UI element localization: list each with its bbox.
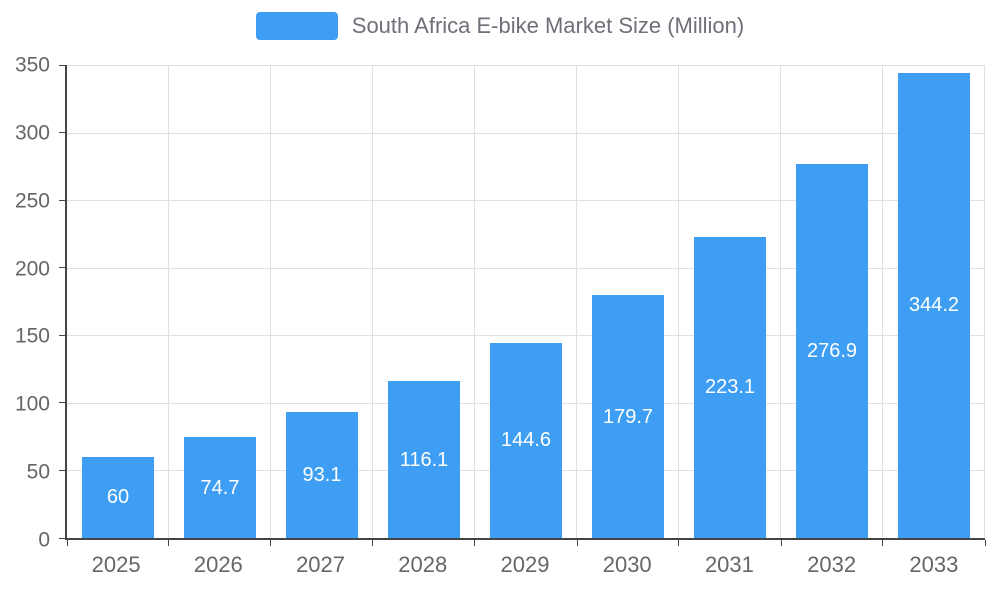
x-axis-tick <box>270 540 272 546</box>
y-axis-tick-label: 50 <box>26 460 50 484</box>
gridline-horizontal <box>67 200 985 202</box>
x-axis-tick-label: 2029 <box>500 552 550 577</box>
chart-title[interactable]: South Africa E-bike Market Size (Million… <box>351 13 745 38</box>
bar-band: 179.7 <box>577 65 679 538</box>
gridline-horizontal <box>67 132 985 134</box>
x-axis-tick-label: 2032 <box>807 552 857 577</box>
bar-value-label: 223.1 <box>704 376 756 399</box>
bar-band: 223.1 <box>679 65 781 538</box>
gridline-vertical <box>984 65 985 538</box>
x-axis-tick-label: 2031 <box>704 552 754 577</box>
y-axis-tick-label: 250 <box>14 189 50 213</box>
x-axis-tick-label: 2028 <box>398 552 448 577</box>
x-axis-tick <box>66 540 68 546</box>
y-axis-tick-label: 200 <box>14 257 50 281</box>
bar-band: 344.2 <box>883 65 985 538</box>
x-axis-tick-label: 2033 <box>909 552 959 577</box>
gridline-vertical <box>167 65 169 538</box>
gridline-vertical <box>780 65 781 538</box>
bar: 344.2 <box>898 72 970 538</box>
bar: 74.7 <box>184 437 256 538</box>
bar-band: 276.9 <box>781 65 883 538</box>
x-axis-tick <box>168 540 170 546</box>
y-axis-tick <box>59 64 65 66</box>
bar-band: 93.1 <box>271 65 373 538</box>
bar-value-label: 74.7 <box>200 476 240 499</box>
plot-area: 60 74.7 93.1 116.1 144.6 179.7 223.1 276.9 344.2 <box>59 64 986 546</box>
bar-value-label: 344.2 <box>908 294 960 317</box>
y-axis-tick <box>59 199 65 201</box>
y-axis-tick <box>59 402 65 404</box>
x-axis-tick <box>678 540 680 546</box>
bar: 276.9 <box>796 163 868 538</box>
x-axis-tick-label: 2025 <box>91 552 141 577</box>
y-axis-tick-label: 300 <box>14 121 50 145</box>
bar-band: 144.6 <box>475 65 577 538</box>
x-axis-tick <box>372 540 374 546</box>
bar-value-label: 144.6 <box>500 429 552 452</box>
bar-band: 74.7 <box>169 65 271 538</box>
x-axis-tick <box>780 540 782 546</box>
bar-value-label: 60 <box>106 486 130 509</box>
x-axis-labels: 2025 2026 2027 2028 2029 2030 2031 2032 2033 <box>65 552 985 578</box>
y-axis-tick <box>59 537 65 539</box>
bar: 144.6 <box>490 342 562 538</box>
gridline-horizontal <box>67 335 985 337</box>
bar-value-label: 93.1 <box>302 464 342 487</box>
y-axis-tick-label: 100 <box>14 392 50 416</box>
bar: 60 <box>82 456 154 538</box>
gridline-vertical <box>881 65 883 538</box>
y-axis-tick <box>59 334 65 336</box>
x-axis-tick <box>474 540 476 546</box>
gridline-vertical <box>677 65 679 538</box>
x-axis-tick <box>882 540 884 546</box>
bar-value-label: 179.7 <box>602 405 654 428</box>
y-axis-tick <box>59 469 65 471</box>
bar-band: 60 <box>67 65 169 538</box>
gridline-vertical <box>371 65 373 538</box>
gridline-horizontal <box>67 65 985 66</box>
y-axis-tick <box>59 267 65 269</box>
gridline-vertical <box>269 65 271 538</box>
bar: 116.1 <box>388 381 460 538</box>
y-axis-tick <box>59 132 65 134</box>
bar-value-label: 276.9 <box>806 339 858 362</box>
y-axis-tick-label: 0 <box>38 528 50 552</box>
legend[interactable]: South Africa E-bike Market Size (Million… <box>0 12 1000 40</box>
gridline-vertical <box>576 65 577 538</box>
y-axis-labels: 0 50 100 150 200 250 300 350 <box>0 55 50 551</box>
y-axis-tick-label: 150 <box>14 324 50 348</box>
bar-band: 116.1 <box>373 65 475 538</box>
bar-series: 60 74.7 93.1 116.1 144.6 179.7 223.1 276.9 344.2 <box>67 65 985 538</box>
bar: 93.1 <box>286 412 358 538</box>
legend-series-swatch[interactable] <box>255 12 338 40</box>
bar: 179.7 <box>592 295 664 538</box>
x-axis-tick-label: 2027 <box>296 552 346 577</box>
x-axis-tick-label: 2030 <box>602 552 652 577</box>
x-axis-tick <box>984 540 986 546</box>
y-axis-tick-label: 350 <box>14 53 50 77</box>
x-axis-tick <box>576 540 578 546</box>
bar: 223.1 <box>694 236 766 538</box>
x-axis-tick-label: 2026 <box>193 552 243 577</box>
bar-value-label: 116.1 <box>399 448 449 471</box>
gridline-vertical <box>473 65 475 538</box>
gridline-horizontal <box>67 267 985 269</box>
